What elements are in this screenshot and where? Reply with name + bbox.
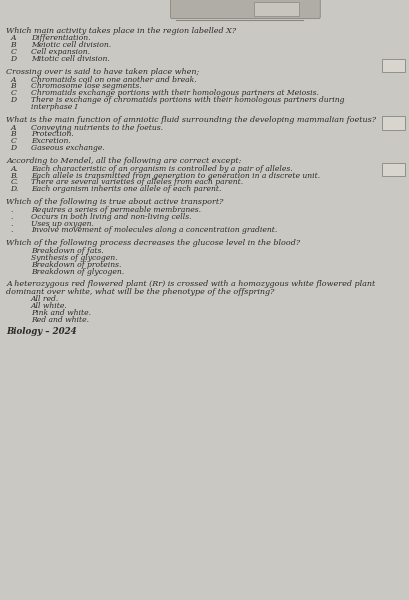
Text: Chromatids exchange portions with their homologous partners at Meiosis.: Chromatids exchange portions with their … bbox=[31, 89, 319, 97]
Text: According to Mendel, all the following are correct except:: According to Mendel, all the following a… bbox=[6, 157, 241, 165]
Text: All white.: All white. bbox=[31, 302, 67, 310]
Text: Each characteristic of an organism is controlled by a pair of alleles.: Each characteristic of an organism is co… bbox=[31, 164, 292, 173]
Text: Which of the following process decreases the glucose level in the blood?: Which of the following process decreases… bbox=[6, 239, 300, 247]
Text: There is exchange of chromatids portions with their homologous partners during: There is exchange of chromatids portions… bbox=[31, 96, 344, 104]
Text: What is the main function of amniotic fluid surrounding the developing mammalian: What is the main function of amniotic fl… bbox=[6, 116, 376, 124]
Text: D: D bbox=[10, 55, 16, 63]
Text: Biology – 2024: Biology – 2024 bbox=[6, 327, 77, 336]
Text: Red and white.: Red and white. bbox=[31, 316, 89, 324]
Text: Involve movement of molecules along a concentration gradient.: Involve movement of molecules along a co… bbox=[31, 226, 277, 235]
FancyBboxPatch shape bbox=[171, 0, 320, 19]
Text: .: . bbox=[10, 212, 13, 221]
Text: D: D bbox=[10, 96, 16, 104]
Text: Occurs in both living and non-living cells.: Occurs in both living and non-living cel… bbox=[31, 212, 191, 221]
Text: Pink and white.: Pink and white. bbox=[31, 309, 91, 317]
Text: D: D bbox=[10, 144, 16, 152]
Text: Each allele is transmitted from generation to generation in a discrete unit.: Each allele is transmitted from generati… bbox=[31, 172, 320, 179]
Text: Uses up oxygen.: Uses up oxygen. bbox=[31, 220, 94, 227]
Text: Breakdown of proteins.: Breakdown of proteins. bbox=[31, 260, 121, 269]
Text: Chromosome lose segments.: Chromosome lose segments. bbox=[31, 82, 141, 91]
Text: D.: D. bbox=[10, 185, 18, 193]
Text: C: C bbox=[10, 48, 16, 56]
Bar bbox=[382, 116, 405, 130]
Text: A: A bbox=[10, 124, 16, 131]
Text: Crossing over is said to have taken place when;: Crossing over is said to have taken plac… bbox=[6, 68, 199, 76]
Bar bbox=[254, 2, 299, 16]
Text: A heterozygous red flowered plant (Rr) is crossed with a homozygous white flower: A heterozygous red flowered plant (Rr) i… bbox=[6, 280, 375, 289]
Text: A: A bbox=[10, 76, 16, 83]
Text: A: A bbox=[10, 34, 16, 43]
Text: Conveying nutrients to the foetus.: Conveying nutrients to the foetus. bbox=[31, 124, 163, 131]
Text: B: B bbox=[10, 41, 16, 49]
Text: Each organism inherits one allele of each parent.: Each organism inherits one allele of eac… bbox=[31, 185, 221, 193]
Bar bbox=[382, 163, 405, 176]
Text: Breakdown of fats.: Breakdown of fats. bbox=[31, 247, 103, 255]
Text: Protection.: Protection. bbox=[31, 130, 74, 139]
Text: There are several varieties of alleles from each parent.: There are several varieties of alleles f… bbox=[31, 178, 243, 187]
Text: C.: C. bbox=[10, 178, 18, 187]
Text: Which main activity takes place in the region labelled X?: Which main activity takes place in the r… bbox=[6, 27, 236, 35]
Text: .: . bbox=[10, 226, 13, 235]
Text: All red.: All red. bbox=[31, 295, 59, 304]
Text: .: . bbox=[10, 206, 13, 214]
Bar bbox=[382, 59, 405, 72]
Text: B: B bbox=[10, 130, 16, 139]
Text: Excretion.: Excretion. bbox=[31, 137, 70, 145]
Text: C: C bbox=[10, 89, 16, 97]
Text: Which of the following is true about active transport?: Which of the following is true about act… bbox=[6, 198, 223, 206]
Text: Chromatids coil on one another and break.: Chromatids coil on one another and break… bbox=[31, 76, 196, 83]
Text: Synthesis of glycogen.: Synthesis of glycogen. bbox=[31, 254, 117, 262]
Text: A.: A. bbox=[10, 164, 18, 173]
Text: Mitotic cell division.: Mitotic cell division. bbox=[31, 55, 110, 63]
Text: B.: B. bbox=[10, 172, 18, 179]
Text: interphase I: interphase I bbox=[31, 103, 77, 111]
Text: .: . bbox=[10, 220, 13, 227]
Text: Gaseous exchange.: Gaseous exchange. bbox=[31, 144, 104, 152]
Text: dominant over white, what will be the phenotype of the offspring?: dominant over white, what will be the ph… bbox=[6, 288, 274, 296]
Text: Cell expansion.: Cell expansion. bbox=[31, 48, 90, 56]
Text: Breakdown of glycogen.: Breakdown of glycogen. bbox=[31, 268, 124, 275]
Text: Requires a series of permeable membranes.: Requires a series of permeable membranes… bbox=[31, 206, 201, 214]
Text: Meiotic cell division.: Meiotic cell division. bbox=[31, 41, 111, 49]
Text: Differentiation.: Differentiation. bbox=[31, 34, 90, 43]
Text: C: C bbox=[10, 137, 16, 145]
Text: B: B bbox=[10, 82, 16, 91]
